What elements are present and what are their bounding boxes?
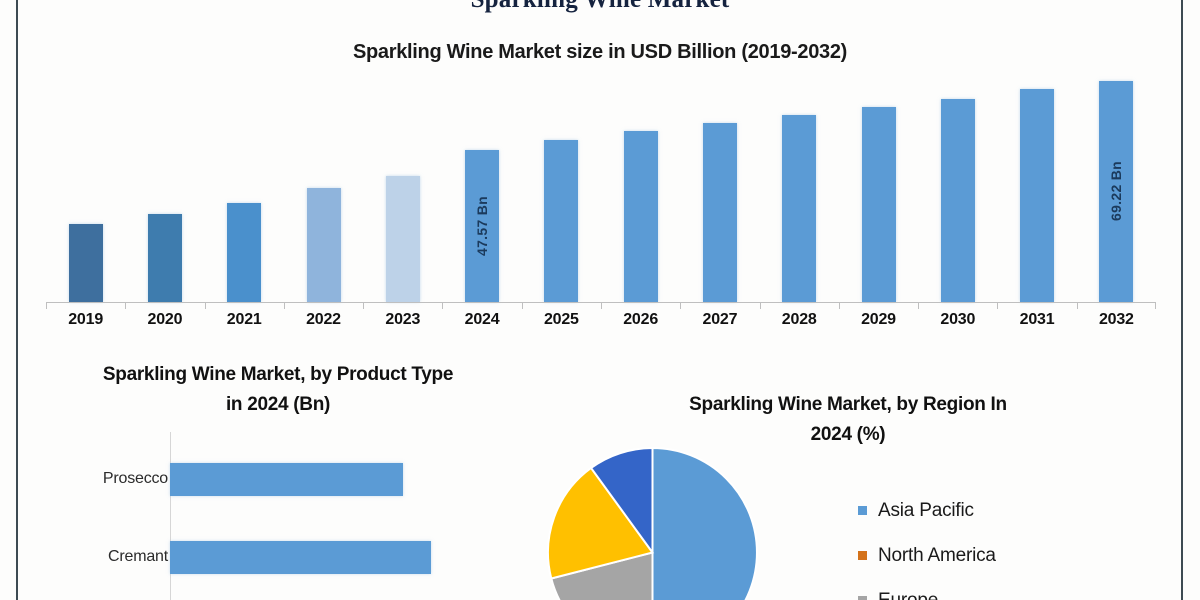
bar-rect-2021 [227, 202, 262, 302]
product-type-chart-title: Sparkling Wine Market, by Product Type i… [28, 360, 528, 420]
x-axis-tick [442, 302, 444, 309]
legend-swatch-icon [858, 506, 867, 515]
legend-label: North America [878, 544, 996, 566]
product-row-prosecco: Prosecco [28, 460, 528, 498]
x-tick-label-2020: 2020 [147, 311, 183, 328]
bar-2019 [68, 223, 103, 302]
bar-rect-2019 [68, 223, 103, 302]
legend-swatch-icon [858, 551, 867, 560]
x-tick-label-2029: 2029 [861, 311, 896, 328]
bar-2020 [147, 214, 182, 302]
market-size-bar-chart: 47.57 Bn 69.22 Bn 2019 2020 2021 2022 2023 202… [46, 62, 1156, 334]
bar-2025 [544, 140, 579, 302]
bar-rect-2027 [702, 122, 737, 302]
legend-swatch-icon [858, 596, 867, 600]
region-chart-legend: Asia Pacific North America Europe [858, 488, 1188, 600]
bar-rect-2020 [147, 214, 182, 302]
x-axis-tick [997, 302, 999, 309]
product-row-cremant: Cremant [28, 538, 528, 576]
bar-rect-2023 [385, 175, 420, 302]
x-tick-label-2023: 2023 [385, 311, 421, 328]
pie-slice-asia-pacific [651, 446, 758, 600]
product-bar-cremant [170, 540, 431, 574]
x-axis-tick [918, 302, 920, 309]
x-tick-label-2022: 2022 [306, 311, 341, 328]
x-axis-tick [1076, 302, 1078, 309]
region-chart-title: Sparkling Wine Market, by Region In 2024… [598, 390, 1098, 450]
bar-rect-2032: 69.22 Bn [1099, 80, 1134, 302]
legend-item-europe: Europe [858, 578, 1188, 600]
x-axis-tick [46, 302, 47, 309]
x-axis-tick [601, 302, 602, 309]
x-axis-tick [759, 302, 761, 309]
x-tick-label-2027: 2027 [702, 311, 738, 328]
region-title-line-2: 2024 (%) [810, 424, 886, 445]
product-label-cremant: Cremant [108, 548, 168, 565]
bar-chart-x-tick-labels: 2019 2020 2021 2022 2023 2024 2025 2026 2027 2028… [46, 311, 1156, 337]
x-axis-tick [838, 302, 840, 309]
x-axis-tick [680, 302, 682, 309]
bar-chart-subtitle: Sparkling Wine Market size in USD Billio… [352, 41, 848, 63]
x-tick-label-2024: 2024 [464, 311, 500, 328]
page-title: Sparkling Wine Market [0, 0, 1200, 14]
x-tick-label-2031: 2031 [1019, 311, 1055, 328]
legend-item-north-america: North America [858, 533, 1188, 578]
x-axis-tick [204, 302, 206, 309]
bar-2030 [940, 98, 975, 302]
bar-2027 [702, 122, 737, 302]
bar-plot-area: 47.57 Bn 69.22 Bn [46, 62, 1156, 302]
legend-label: Asia Pacific [878, 499, 974, 521]
bar-rect-2030 [940, 98, 975, 302]
x-tick-label-2019: 2019 [68, 311, 104, 328]
bar-2024: 47.57 Bn [465, 149, 500, 302]
x-axis-tick [283, 302, 285, 309]
bar-value-label-2032: 69.22 Bn [1108, 161, 1125, 222]
x-axis-tick [125, 302, 127, 309]
bar-2032: 69.22 Bn [1099, 80, 1134, 302]
pie-slice-north-america [547, 466, 655, 580]
bar-rect-2025 [544, 140, 579, 302]
bar-rect-2031 [1020, 89, 1055, 302]
bar-rect-2026 [623, 130, 658, 302]
x-tick-label-2025: 2025 [543, 311, 579, 328]
product-label-prosecco: Prosecco [102, 470, 168, 487]
bar-rect-2024: 47.57 Bn [465, 149, 500, 302]
bar-rect-2029 [861, 106, 896, 302]
product-title-line-2: in 2024 (Bn) [225, 394, 331, 415]
bar-2021 [227, 202, 262, 302]
x-axis-tick [1155, 302, 1156, 309]
x-tick-label-2030: 2030 [940, 311, 976, 328]
product-bar-prosecco [170, 462, 403, 496]
bar-rect-2022 [306, 188, 341, 302]
bar-value-label-2024: 47.57 Bn [474, 195, 491, 256]
product-type-bar-chart: Prosecco Cremant [28, 432, 528, 600]
x-tick-label-2026: 2026 [623, 311, 659, 328]
x-axis-tick [521, 302, 523, 309]
x-tick-label-2028: 2028 [781, 311, 817, 328]
bar-2031 [1020, 89, 1055, 302]
region-pie-svg [547, 446, 758, 600]
bar-rect-2028 [782, 114, 817, 302]
page-border-left [16, 0, 18, 600]
x-tick-label-2032: 2032 [1098, 311, 1134, 328]
legend-label: Europe [878, 589, 939, 600]
bar-2023 [385, 175, 420, 302]
page-border-right [1181, 0, 1183, 600]
region-title-line-1: Sparkling Wine Market, by Region In [689, 394, 1007, 415]
product-title-line-1: Sparkling Wine Market, by Product Type [102, 364, 454, 385]
product-chart-y-axis [170, 432, 171, 600]
bar-2028 [782, 114, 817, 302]
x-axis-tick [363, 302, 365, 309]
bar-2026 [623, 130, 658, 302]
bar-2029 [861, 106, 896, 302]
legend-item-asia-pacific: Asia Pacific [858, 488, 1188, 533]
region-pie-chart [545, 445, 760, 600]
x-tick-label-2021: 2021 [226, 311, 262, 328]
pie-slice-europe [550, 551, 654, 600]
pie-slice-other [589, 446, 654, 556]
bar-2022 [306, 188, 341, 302]
